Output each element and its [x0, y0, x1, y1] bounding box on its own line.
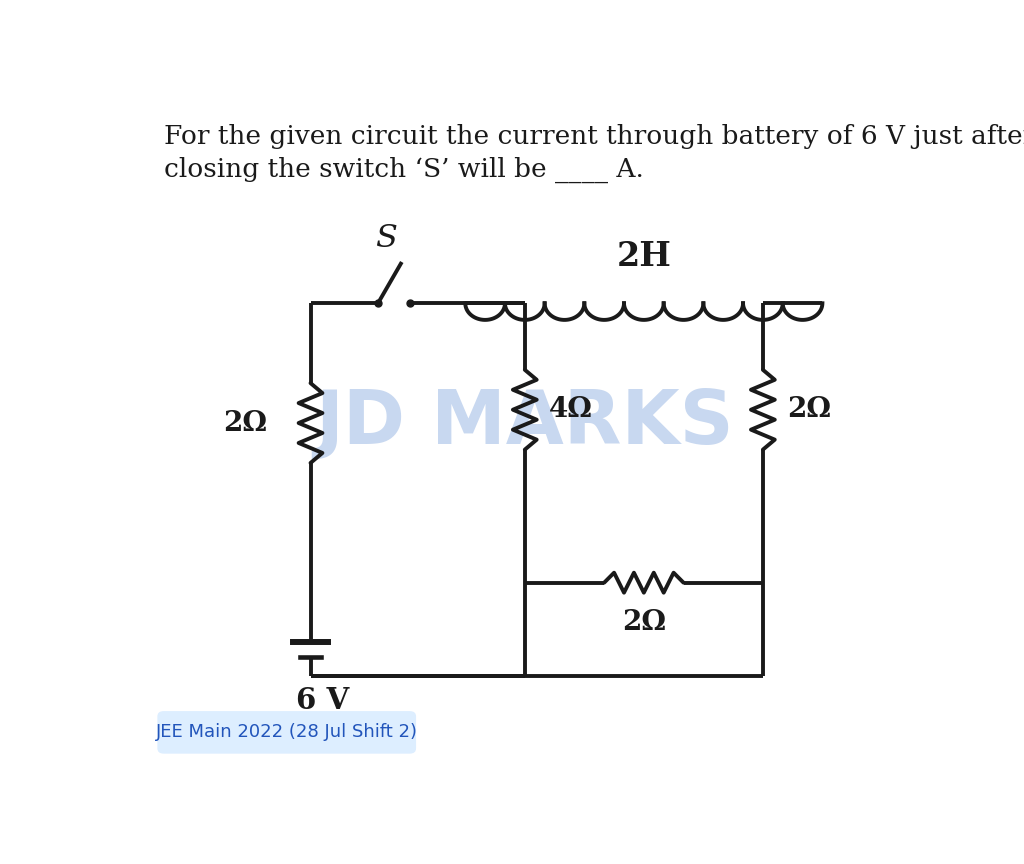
Text: 4Ω: 4Ω [549, 397, 593, 423]
Text: 2Ω: 2Ω [223, 410, 267, 436]
Text: 2Ω: 2Ω [622, 609, 666, 636]
Text: 2H: 2H [616, 240, 672, 273]
Text: JEE Main 2022 (28 Jul Shift 2): JEE Main 2022 (28 Jul Shift 2) [156, 723, 418, 741]
Text: S: S [375, 223, 397, 254]
Text: JD MARKS: JD MARKS [315, 386, 734, 460]
Text: 6 V: 6 V [296, 686, 349, 715]
Text: closing the switch ‘S’ will be ____ A.: closing the switch ‘S’ will be ____ A. [164, 157, 644, 183]
FancyBboxPatch shape [158, 711, 416, 753]
Text: For the given circuit the current through battery of 6 V just after: For the given circuit the current throug… [164, 124, 1024, 149]
Text: 2Ω: 2Ω [786, 397, 830, 423]
